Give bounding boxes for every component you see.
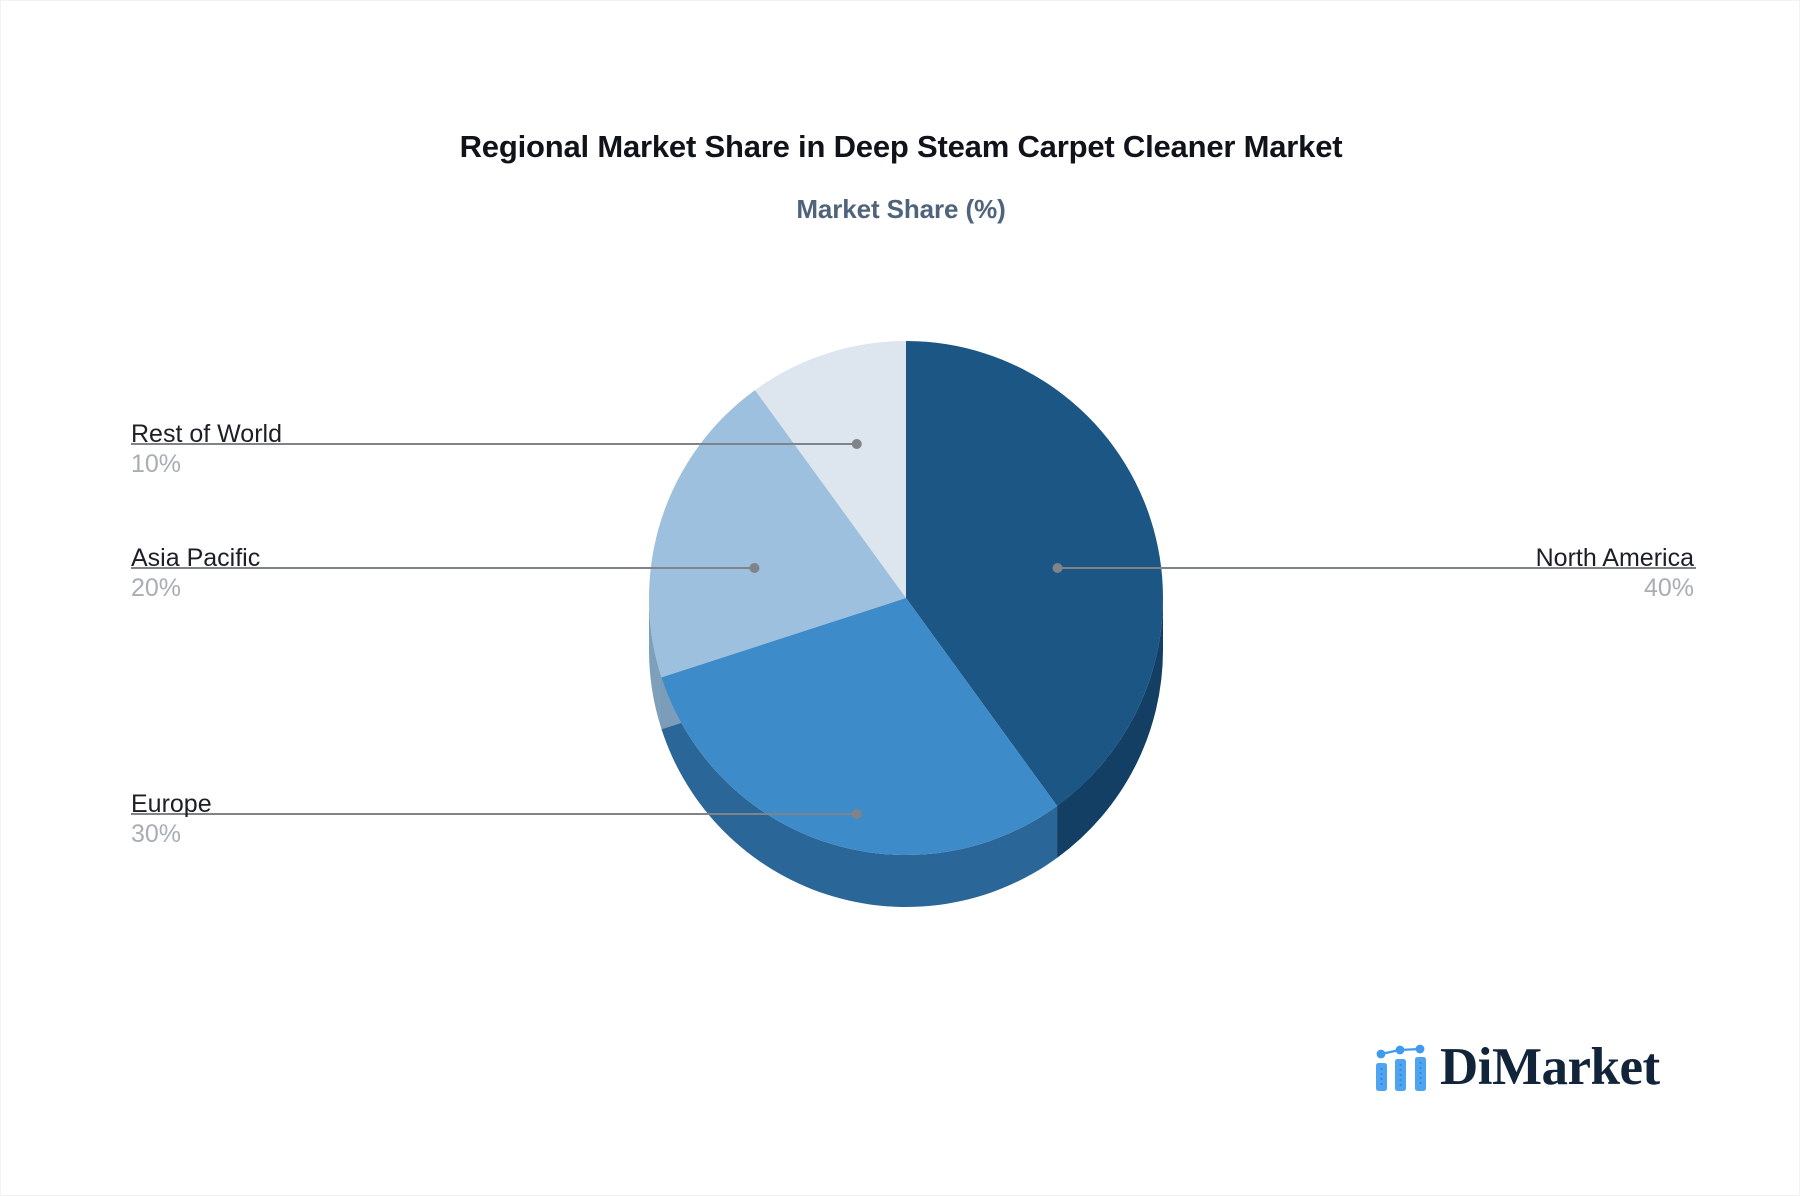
pie-slice-rest-of-world[interactable] xyxy=(754,341,906,598)
pie-slices xyxy=(649,341,1163,855)
callout-label-north-america: North America xyxy=(1535,544,1694,572)
leader-dot-asia-pacific xyxy=(749,563,760,573)
pie-side-north-america xyxy=(1057,598,1163,858)
callout-label-rest-of-world: Rest of World xyxy=(131,420,282,448)
callout-rest-of-world[interactable]: Rest of World 10% xyxy=(131,419,282,479)
callout-value-rest-of-world: 10% xyxy=(131,450,182,478)
leader-dot-europe xyxy=(851,809,862,819)
callout-value-asia-pacific: 20% xyxy=(131,574,182,602)
pie-side-asia-pacific xyxy=(649,598,662,730)
pie-slice-north-america[interactable] xyxy=(906,341,1163,806)
pie-slice-europe[interactable] xyxy=(661,598,1058,855)
callout-asia-pacific[interactable]: Asia Pacific 20% xyxy=(131,543,260,603)
pie-side-europe xyxy=(661,677,1058,907)
callout-value-europe: 30% xyxy=(131,820,182,848)
callout-label-asia-pacific: Asia Pacific xyxy=(131,544,261,572)
leader-dot-north-america xyxy=(1052,563,1063,573)
callout-value-north-america: 40% xyxy=(1643,574,1694,602)
callout-europe[interactable]: Europe 30% xyxy=(131,789,212,849)
brand-logo: DiMarket xyxy=(1373,1041,1660,1094)
leader-dot-rest-of-world xyxy=(851,439,862,449)
pie-slice-asia-pacific[interactable] xyxy=(649,390,906,678)
logo-wordmark: DiMarket xyxy=(1440,1038,1660,1096)
callout-north-america[interactable]: North America 40% xyxy=(1536,543,1694,603)
chart-title: Regional Market Share in Deep Steam Carp… xyxy=(459,129,1343,164)
bar-chart-icon xyxy=(1376,1044,1426,1091)
pie-leader-lines xyxy=(131,439,1696,819)
callout-label-europe: Europe xyxy=(131,790,212,818)
chart-subtitle: Market Share (%) xyxy=(796,194,1006,224)
